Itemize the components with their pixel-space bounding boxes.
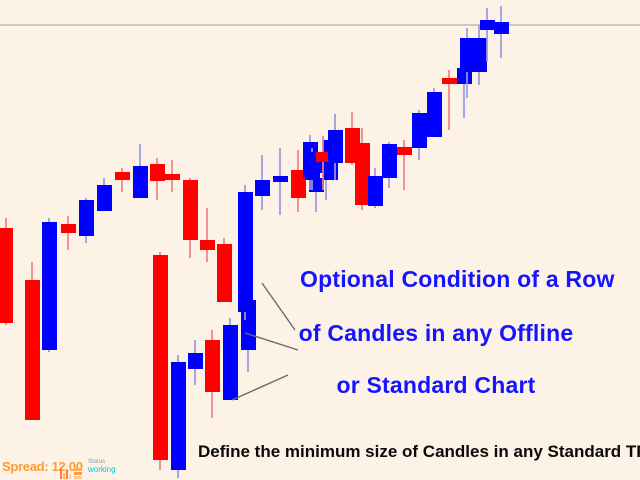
candle bbox=[328, 114, 343, 180]
candle bbox=[153, 252, 168, 470]
candle bbox=[442, 70, 457, 130]
candle-series-main bbox=[0, 6, 509, 478]
candle bbox=[115, 168, 130, 192]
candle bbox=[165, 160, 180, 192]
candle bbox=[472, 25, 487, 85]
candle bbox=[205, 330, 220, 418]
status-title: Status bbox=[88, 459, 106, 465]
annotation-line-3: or Standard Chart bbox=[336, 372, 536, 398]
annotation-line-1: Optional Condition of a Row bbox=[300, 266, 615, 292]
annotation-bottom-text: Define the minimum size of Candles in an… bbox=[198, 442, 640, 461]
candle bbox=[97, 178, 112, 211]
leader-lines bbox=[231, 282, 299, 401]
candle bbox=[368, 168, 383, 208]
candle bbox=[0, 218, 13, 325]
candle bbox=[79, 198, 94, 243]
candle bbox=[480, 8, 495, 62]
candle bbox=[355, 128, 370, 210]
candle bbox=[200, 208, 215, 262]
spread-label: Spread: 12.00 bbox=[2, 459, 83, 474]
candle bbox=[217, 238, 232, 302]
candle bbox=[255, 155, 270, 210]
candle bbox=[25, 262, 40, 420]
candle bbox=[188, 340, 203, 385]
status-block: Status working bbox=[88, 459, 116, 474]
candle bbox=[61, 216, 76, 250]
candle bbox=[460, 28, 475, 98]
mini-chip-group bbox=[74, 468, 82, 479]
candle bbox=[316, 136, 331, 190]
candle bbox=[427, 88, 442, 137]
candle bbox=[382, 142, 397, 188]
leader-line-2 bbox=[244, 332, 299, 351]
candle bbox=[397, 140, 412, 190]
candle bbox=[133, 144, 148, 198]
mini-indicator-panel bbox=[60, 459, 82, 479]
candle bbox=[238, 185, 253, 320]
candle bbox=[171, 355, 186, 478]
candle bbox=[42, 218, 57, 352]
candle bbox=[223, 318, 238, 400]
candle bbox=[412, 110, 427, 160]
leader-line-1 bbox=[261, 282, 296, 331]
status-value: working bbox=[88, 465, 116, 474]
candle bbox=[291, 150, 306, 212]
candle bbox=[150, 158, 165, 200]
mini-bar-group-red bbox=[60, 466, 71, 479]
candle bbox=[183, 178, 198, 258]
annotation-line-2: of Candles in any Offline bbox=[298, 320, 574, 346]
leader-line-3 bbox=[231, 374, 289, 401]
candle bbox=[494, 6, 509, 58]
candle bbox=[273, 148, 288, 215]
